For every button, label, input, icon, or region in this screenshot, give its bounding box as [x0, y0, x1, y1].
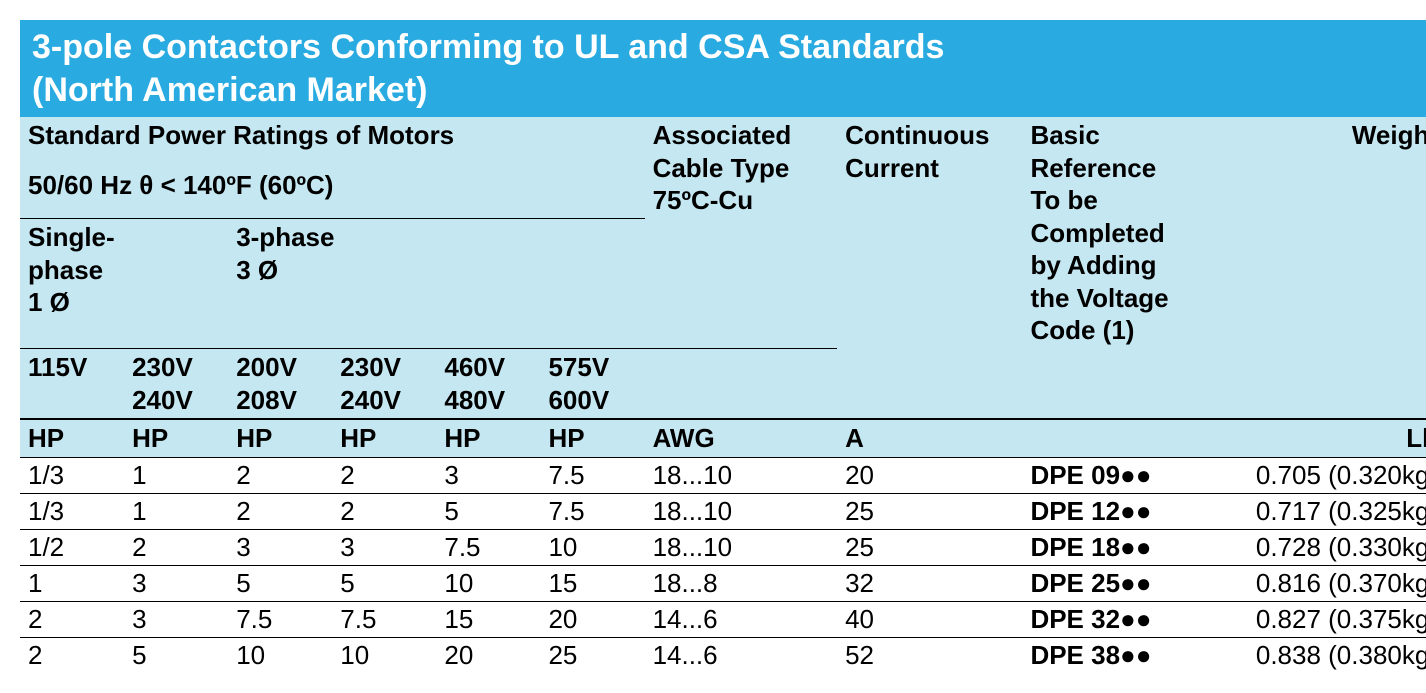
hdr-current: Continuous Current — [837, 117, 1022, 219]
hdr-230-240v-1p: 230V 240V — [124, 349, 228, 420]
table-cell: 2 — [332, 457, 436, 493]
unit-hp-3: HP — [228, 419, 332, 457]
table-cell: 7.5 — [436, 529, 540, 565]
table-cell: 3 — [436, 457, 540, 493]
table-cell: 20 — [540, 601, 644, 637]
hdr-power-ratings-1: Standard Power Ratings of Motors — [20, 117, 645, 167]
hdr-cable: Associated Cable Type 75ºC-Cu — [645, 117, 838, 219]
table-cell: 10 — [540, 529, 644, 565]
table-cell: 3 — [228, 529, 332, 565]
table-cell: 2 — [332, 493, 436, 529]
table-cell: 14...6 — [645, 601, 838, 637]
table-cell: 7.5 — [540, 493, 644, 529]
table-cell: 1 — [124, 493, 228, 529]
hdr-reference: Basic Reference To be Completed by Addin… — [1022, 117, 1222, 349]
hdr-single-phase: Single- phase 1 Ø — [20, 219, 228, 349]
table-cell: 1/3 — [20, 493, 124, 529]
table-cell: 25 — [837, 493, 1022, 529]
table-row: 1355101518...832DPE 25●●0.816 (0.370kg) — [20, 565, 1426, 601]
table-cell: DPE 38●● — [1022, 637, 1222, 673]
table-cell: 10 — [436, 565, 540, 601]
unit-hp-5: HP — [436, 419, 540, 457]
table-cell: 20 — [436, 637, 540, 673]
table-cell: 20 — [837, 457, 1022, 493]
title-line-2: (North American Market) — [32, 69, 1426, 112]
table-cell: 15 — [540, 565, 644, 601]
hdr-115v: 115V — [20, 349, 124, 420]
table-cell: 2 — [228, 493, 332, 529]
table-cell: 5 — [436, 493, 540, 529]
hdr-200-208v: 200V 208V — [228, 349, 332, 420]
table-cell: 0.816 (0.370kg) — [1222, 565, 1426, 601]
table-cell: 5 — [124, 637, 228, 673]
table-cell: 15 — [436, 601, 540, 637]
table-cell: 2 — [124, 529, 228, 565]
table-cell: 0.717 (0.325kg) — [1222, 493, 1426, 529]
table-row: 1/312237.518...1020DPE 09●●0.705 (0.320k… — [20, 457, 1426, 493]
title-line-1: 3-pole Contactors Conforming to UL and C… — [32, 26, 1426, 69]
table-cell: DPE 12●● — [1022, 493, 1222, 529]
table-cell: 3 — [124, 601, 228, 637]
hdr-three-phase: 3-phase 3 Ø — [228, 219, 644, 349]
unit-lb: Lb — [1222, 419, 1426, 457]
table-cell: 25 — [540, 637, 644, 673]
table-cell: 1 — [20, 565, 124, 601]
table-cell: 40 — [837, 601, 1022, 637]
table-cell: 14...6 — [645, 637, 838, 673]
unit-hp-2: HP — [124, 419, 228, 457]
table-cell: DPE 25●● — [1022, 565, 1222, 601]
table-cell: 7.5 — [540, 457, 644, 493]
table-cell: 10 — [228, 637, 332, 673]
table-cell: 3 — [124, 565, 228, 601]
table-cell: DPE 18●● — [1022, 529, 1222, 565]
hdr-575-600v: 575V 600V — [540, 349, 644, 420]
table-cell: 25 — [837, 529, 1022, 565]
table-cell: 1/3 — [20, 457, 124, 493]
table-row: 1/22337.51018...1025DPE 18●●0.728 (0.330… — [20, 529, 1426, 565]
table-cell: 32 — [837, 565, 1022, 601]
unit-awg: AWG — [645, 419, 838, 457]
table-cell: 3 — [332, 529, 436, 565]
unit-a: A — [837, 419, 1022, 457]
table-cell: DPE 32●● — [1022, 601, 1222, 637]
table-cell: 2 — [228, 457, 332, 493]
table-title: 3-pole Contactors Conforming to UL and C… — [20, 20, 1426, 117]
table-cell: 18...10 — [645, 493, 838, 529]
table-cell: DPE 09●● — [1022, 457, 1222, 493]
table-cell: 0.705 (0.320kg) — [1222, 457, 1426, 493]
table-cell: 5 — [228, 565, 332, 601]
table-cell: 1 — [124, 457, 228, 493]
table-cell: 18...10 — [645, 457, 838, 493]
hdr-230-240v-3p: 230V 240V — [332, 349, 436, 420]
table-cell: 1/2 — [20, 529, 124, 565]
table-cell: 7.5 — [332, 601, 436, 637]
table-cell: 2 — [20, 637, 124, 673]
table-cell: 18...8 — [645, 565, 838, 601]
table-cell: 10 — [332, 637, 436, 673]
table-cell: 0.838 (0.380kg) — [1222, 637, 1426, 673]
table-row: 251010202514...652DPE 38●●0.838 (0.380kg… — [20, 637, 1426, 673]
unit-hp-4: HP — [332, 419, 436, 457]
table-cell: 2 — [20, 601, 124, 637]
hdr-weight: Weight — [1222, 117, 1426, 219]
spec-table: Standard Power Ratings of Motors Associa… — [20, 117, 1426, 673]
table-cell: 0.728 (0.330kg) — [1222, 529, 1426, 565]
contactors-table: 3-pole Contactors Conforming to UL and C… — [20, 20, 1426, 673]
table-row: 1/312257.518...1025DPE 12●●0.717 (0.325k… — [20, 493, 1426, 529]
table-cell: 18...10 — [645, 529, 838, 565]
unit-hp-6: HP — [540, 419, 644, 457]
table-cell: 7.5 — [228, 601, 332, 637]
table-cell: 5 — [332, 565, 436, 601]
hdr-460-480v: 460V 480V — [436, 349, 540, 420]
hdr-power-ratings-2: 50/60 Hz θ < 140ºF (60ºC) — [20, 167, 645, 218]
unit-hp-1: HP — [20, 419, 124, 457]
table-row: 237.57.5152014...640DPE 32●●0.827 (0.375… — [20, 601, 1426, 637]
table-cell: 52 — [837, 637, 1022, 673]
table-cell: 0.827 (0.375kg) — [1222, 601, 1426, 637]
